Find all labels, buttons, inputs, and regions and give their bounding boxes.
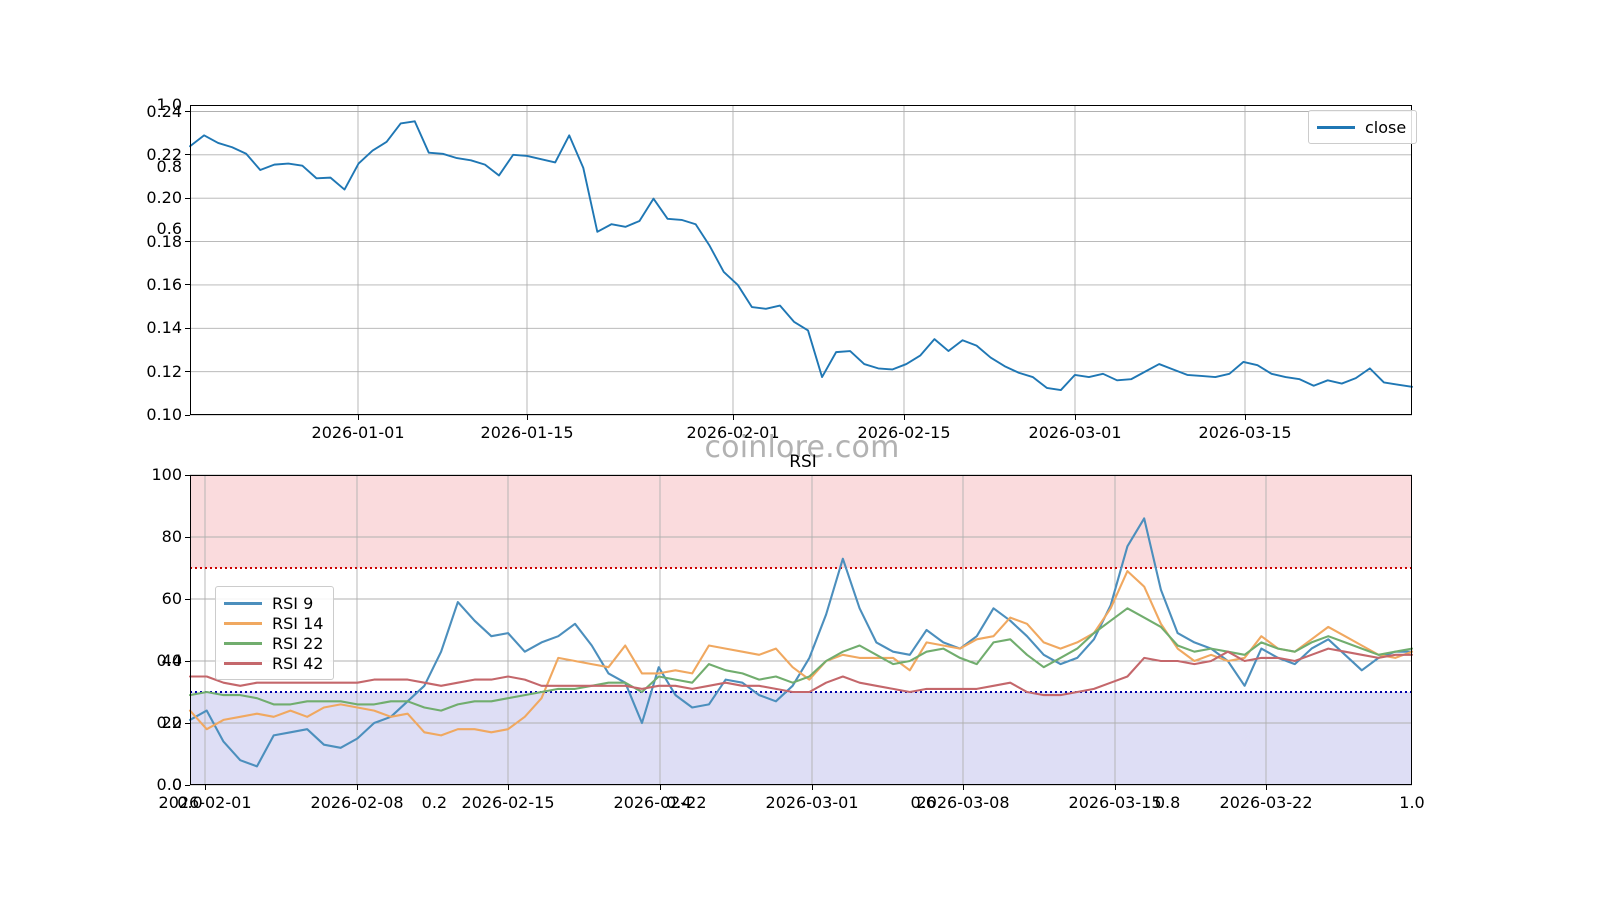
rsi-overlay-y-tick: 0.2 xyxy=(156,713,182,732)
price-y-tick: 0.12 xyxy=(146,361,182,381)
rsi-x-tickmark xyxy=(1114,785,1116,790)
price-y-tickmark xyxy=(185,284,190,286)
rsi-x-tickmark xyxy=(204,785,206,790)
legend-line-swatch xyxy=(224,661,262,665)
rsi-legend-label: RSI 42 xyxy=(272,653,324,673)
rsi-x-tick: 2026-03-15 xyxy=(1068,793,1162,812)
price-legend[interactable]: close xyxy=(1308,110,1418,144)
legend-line-swatch xyxy=(224,601,262,605)
rsi-legend-item[interactable]: RSI 22 xyxy=(224,633,323,653)
rsi-overlay-y-tick: 0.4 xyxy=(156,651,182,670)
rsi-x-tickmark xyxy=(962,785,964,790)
price-y-tickmark xyxy=(185,197,190,199)
price-y-tick: 0.16 xyxy=(146,274,182,294)
price-x-tickmark xyxy=(1244,415,1246,420)
price-legend-item[interactable]: close xyxy=(1317,117,1406,137)
rsi-overlay-x-tick: 1.0 xyxy=(1399,793,1425,812)
price-overlay-y-tick: 0.8 xyxy=(156,157,182,176)
rsi-legend-item[interactable]: RSI 14 xyxy=(224,613,323,633)
rsi-y-tick: 60 xyxy=(161,589,182,608)
rsi-y-tickmark xyxy=(185,660,190,662)
rsi-y-tickmark xyxy=(185,536,190,538)
rsi-overlay-y-tick: 0.0 xyxy=(156,775,182,794)
rsi-y-tickmark xyxy=(185,474,190,476)
price-x-tickmark xyxy=(1074,415,1076,420)
rsi-x-tick: 2026-02-15 xyxy=(461,793,555,812)
rsi-x-tickmark xyxy=(811,785,813,790)
legend-line-swatch xyxy=(224,641,262,645)
price-y-tick: 0.24 xyxy=(146,101,182,121)
legend-line-swatch xyxy=(224,621,262,625)
rsi-y-tick: 20 xyxy=(161,713,182,732)
rsi-x-tick: 2026-02-08 xyxy=(310,793,404,812)
rsi-y-tick: 80 xyxy=(161,527,182,546)
rsi-y-tickmark xyxy=(185,598,190,600)
price-x-tick: 2026-03-15 xyxy=(1198,423,1292,442)
price-x-tick: 2026-01-01 xyxy=(311,423,405,442)
rsi-x-tick: 2026-03-01 xyxy=(765,793,859,812)
price-x-tick: 2026-01-15 xyxy=(480,423,574,442)
rsi-x-tickmark xyxy=(659,785,661,790)
rsi-x-tick: 2026-02-22 xyxy=(613,793,707,812)
price-x-tick: 2026-02-15 xyxy=(857,423,951,442)
price-x-tickmark xyxy=(526,415,528,420)
rsi-legend-label: RSI 14 xyxy=(272,613,324,633)
rsi-overlay-x-tick: 0.0 xyxy=(177,793,203,812)
rsi-x-tick: 2026-02-01 xyxy=(158,793,252,812)
price-x-tick: 2026-02-01 xyxy=(686,423,780,442)
price-y-tick: 0.10 xyxy=(146,405,182,424)
rsi-y-tick: 0 xyxy=(171,775,182,794)
price-plot-area xyxy=(189,105,1413,416)
rsi-x-tickmark xyxy=(1265,785,1267,790)
price-y-tick: 0.20 xyxy=(146,188,182,208)
price-legend-label: close xyxy=(1365,117,1407,137)
rsi-legend-label: RSI 22 xyxy=(272,633,324,653)
price-y-tick: 0.18 xyxy=(146,231,182,251)
price-y-tickmark xyxy=(185,154,190,156)
rsi-legend-item[interactable]: RSI 42 xyxy=(224,653,323,673)
coinlore-watermark: coinlore.com xyxy=(704,430,900,465)
rsi-legend-item[interactable]: RSI 9 xyxy=(224,593,323,613)
rsi-x-tick: 2026-03-08 xyxy=(916,793,1010,812)
price-chart-axes xyxy=(189,105,1413,416)
rsi-overlay-x-tick: 0.8 xyxy=(1154,793,1181,812)
rsi-chart-axes xyxy=(188,474,1414,786)
price-x-tickmark xyxy=(903,415,905,420)
price-x-tickmark xyxy=(357,415,359,420)
rsi-legend-label: RSI 9 xyxy=(272,593,314,613)
rsi-x-tick: 2026-03-22 xyxy=(1219,793,1313,812)
price-y-tickmark xyxy=(185,111,190,112)
rsi-y-tickmark xyxy=(185,722,190,724)
rsi-overlay-x-tick: 0.2 xyxy=(421,793,448,812)
price-y-tick: 0.22 xyxy=(146,144,182,164)
rsi-y-tickmark xyxy=(185,784,190,786)
rsi-y-tick: 100 xyxy=(151,465,182,484)
price-overlay-y-tick: 1.0 xyxy=(156,95,182,114)
rsi-x-tickmark xyxy=(507,785,509,790)
rsi-legend[interactable]: RSI 9 RSI 14 RSI 22 RSI 42 xyxy=(215,586,335,680)
rsi-y-tick: 40 xyxy=(161,651,182,670)
rsi-plot-area xyxy=(188,474,1414,786)
price-x-tick: 2026-03-01 xyxy=(1028,423,1122,442)
rsi-overlay-x-tick: 0.4 xyxy=(666,793,692,812)
price-y-tick: 0.14 xyxy=(146,318,182,338)
price-y-tickmark xyxy=(185,371,190,373)
rsi-panel-title: RSI xyxy=(789,452,817,472)
price-overlay-y-tick: 0.6 xyxy=(156,219,182,238)
price-y-tickmark xyxy=(185,414,190,416)
rsi-overlay-x-tick: 0.6 xyxy=(910,793,936,812)
rsi-x-tickmark xyxy=(356,785,358,790)
price-x-tickmark xyxy=(732,415,734,420)
legend-line-swatch xyxy=(1317,125,1355,129)
price-y-tickmark xyxy=(185,327,190,329)
price-y-tickmark xyxy=(185,241,190,243)
